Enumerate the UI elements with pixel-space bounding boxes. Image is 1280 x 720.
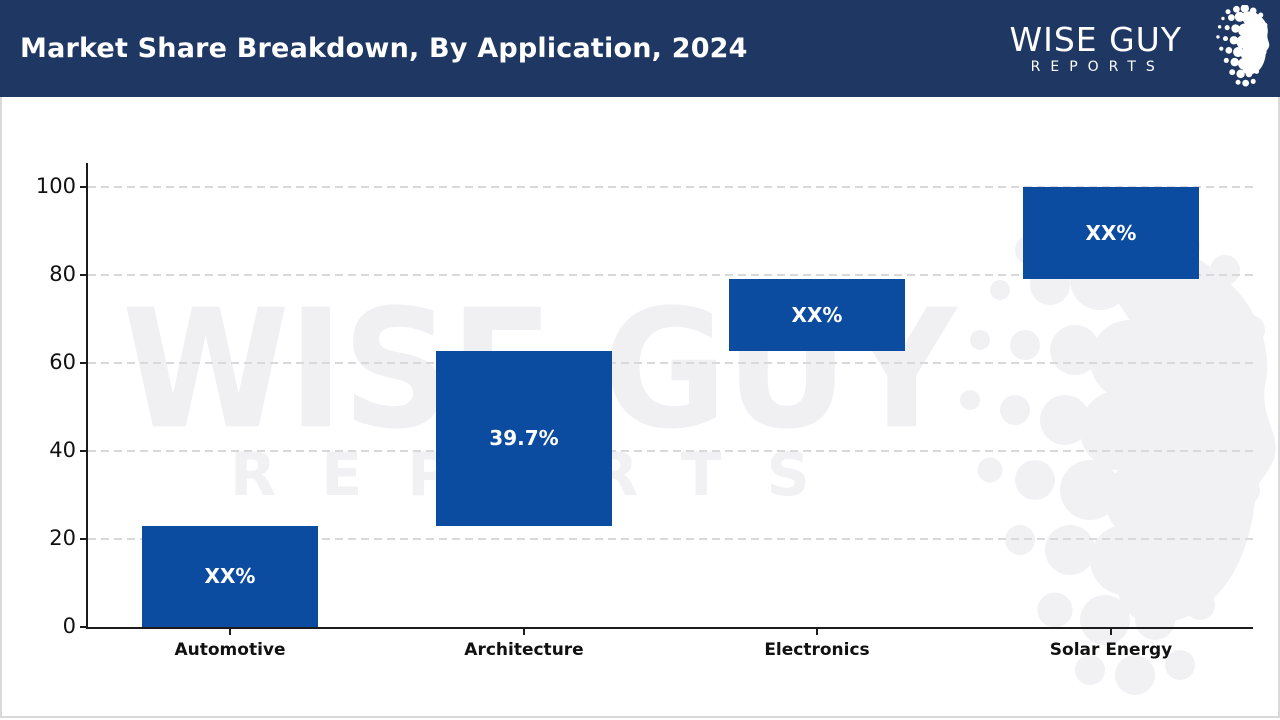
gridline — [88, 186, 1255, 188]
page-title: Market Share Breakdown, By Application, … — [20, 33, 748, 64]
x-axis-line — [86, 627, 1253, 629]
y-tick-label: 20 — [49, 526, 76, 550]
y-tick-label: 100 — [35, 174, 76, 198]
y-tick-label: 60 — [49, 350, 76, 374]
bar-electronics: XX% — [729, 279, 905, 352]
x-tick-mark — [229, 628, 231, 635]
watermark-face-icon — [780, 205, 1280, 714]
bar-architecture: 39.7% — [436, 351, 612, 526]
brand-logo: WISE GUY REPORTS — [1009, 3, 1270, 93]
gridline — [88, 274, 1255, 276]
x-tick-label: Architecture — [464, 640, 584, 660]
y-tick-mark — [80, 538, 88, 540]
gridline — [88, 538, 1255, 540]
x-tick-mark — [816, 628, 818, 635]
header: Market Share Breakdown, By Application, … — [0, 0, 1280, 97]
y-tick-mark — [80, 186, 88, 188]
y-tick-mark — [80, 450, 88, 452]
x-tick-label: Solar Energy — [1049, 640, 1173, 660]
brand-name: WISE GUY — [1009, 19, 1182, 59]
bar-value-label: XX% — [1085, 221, 1137, 246]
bar-value-label: XX% — [204, 564, 256, 589]
bar-automotive: XX% — [142, 525, 318, 627]
x-tick-label: Electronics — [764, 640, 870, 660]
gridline — [88, 450, 1255, 452]
y-axis-line — [86, 163, 88, 629]
brand-face-icon — [1186, 3, 1270, 93]
bar-value-label: 39.7% — [489, 426, 559, 451]
brand-logo-text: WISE GUY REPORTS — [1009, 23, 1182, 75]
x-tick-mark — [523, 628, 525, 635]
y-tick-mark — [80, 362, 88, 364]
gridline — [88, 362, 1255, 364]
bar-value-label: XX% — [791, 303, 843, 328]
x-tick-mark — [1110, 628, 1112, 635]
x-tick-label: Automotive — [174, 640, 286, 660]
y-tick-mark — [80, 274, 88, 276]
y-tick-label: 40 — [49, 438, 76, 462]
bar-solar-energy: XX% — [1023, 187, 1199, 280]
y-tick-mark — [80, 626, 88, 628]
brand-subtitle: REPORTS — [1030, 58, 1165, 75]
y-tick-label: 80 — [49, 262, 76, 286]
y-tick-label: 0 — [62, 614, 76, 638]
